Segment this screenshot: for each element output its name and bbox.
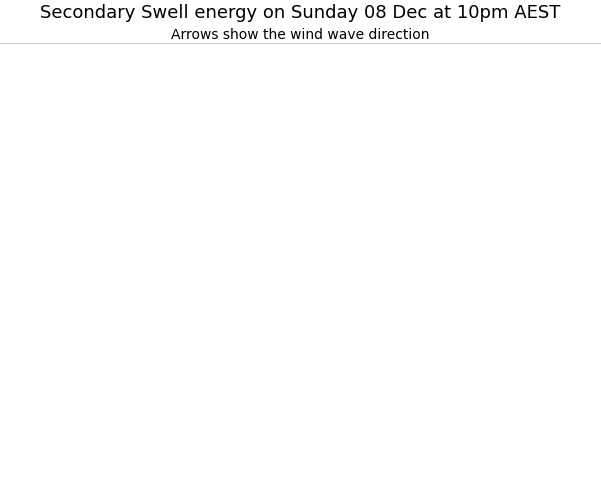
Text: Arrows show the wind wave direction: Arrows show the wind wave direction [171,28,430,42]
Text: Secondary Swell energy on Sunday 08 Dec at 10pm AEST: Secondary Swell energy on Sunday 08 Dec … [40,4,561,22]
